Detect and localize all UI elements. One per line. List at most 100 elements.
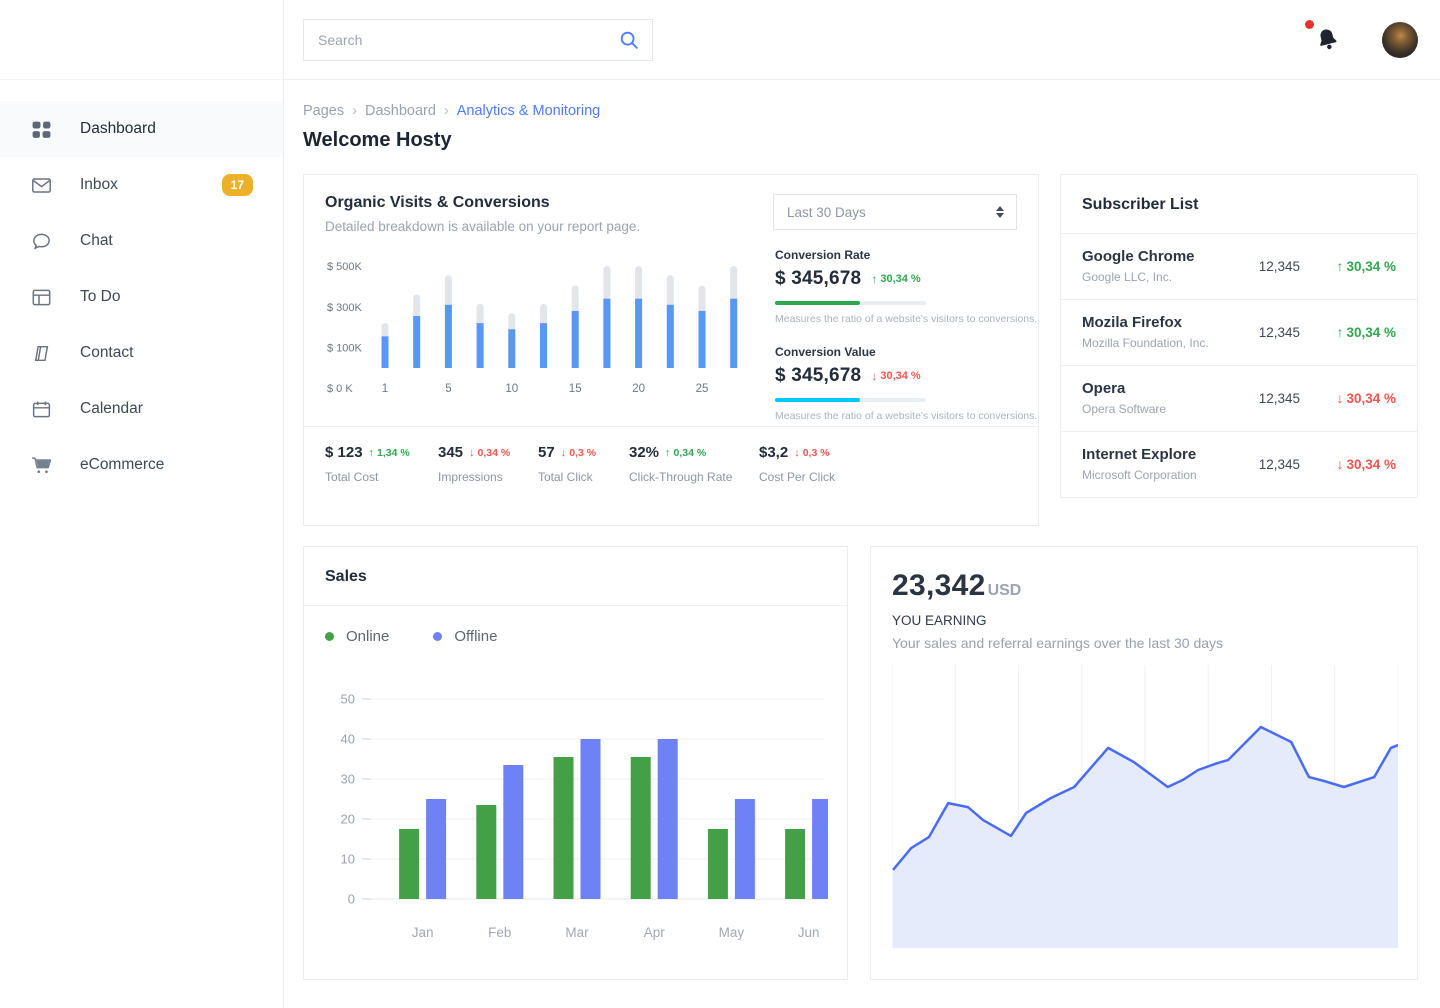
- stat-block: 345 ↓ 0,34 % Impressions: [438, 444, 538, 484]
- sidebar-item-inbox[interactable]: Inbox 17: [0, 157, 283, 213]
- delta-arrow-icon: ↑: [368, 446, 375, 459]
- subscriber-name: Mozila Firefox: [1082, 314, 1183, 331]
- subscriber-delta: ↑ 30,34 %: [1336, 258, 1396, 274]
- subscriber-row[interactable]: Mozila Firefox Mozilla Foundation, Inc. …: [1061, 300, 1417, 366]
- main-area: Pages › Dashboard › Analytics & Monitoring W…: [284, 0, 1440, 1008]
- subscriber-name: Internet Explore: [1082, 446, 1197, 463]
- subscriber-count: 12,345: [1258, 390, 1300, 406]
- delta-arrow-icon: ↓: [871, 369, 878, 383]
- sidebar-nav: Dashboard Inbox 17 Chat To Do Contact Ca…: [0, 80, 283, 493]
- delta-arrow-icon: ↑: [871, 272, 878, 286]
- subscriber-count: 12,345: [1258, 258, 1300, 274]
- subscriber-count: 12,345: [1258, 456, 1300, 472]
- stat-delta: ↑ 1,34 %: [368, 446, 410, 459]
- bell-icon: [1315, 27, 1340, 52]
- period-select[interactable]: Last 30 Days: [773, 194, 1017, 230]
- stat-delta: ↓ 0,3 %: [560, 446, 597, 459]
- subscriber-count: 12,345: [1258, 324, 1300, 340]
- delta-arrow-icon: ↓: [560, 446, 567, 459]
- user-avatar[interactable]: [1382, 21, 1418, 58]
- conversion-block: Conversion Value $ 345,678 ↓ 30,34 % Meas…: [775, 345, 1037, 422]
- stat-label: Cost Per Click: [759, 470, 836, 484]
- svg-text:15: 15: [569, 383, 582, 395]
- legend-item: Online: [325, 628, 389, 645]
- svg-text:0: 0: [348, 892, 355, 907]
- notifications-button[interactable]: [1305, 20, 1340, 52]
- svg-text:Mar: Mar: [565, 925, 589, 940]
- earnings-chart: [892, 665, 1398, 948]
- svg-text:Feb: Feb: [488, 925, 511, 940]
- sidebar-item-label: Contact: [80, 344, 134, 361]
- svg-text:May: May: [719, 925, 745, 940]
- subscriber-list-title: Subscriber List: [1082, 196, 1199, 213]
- earnings-currency: USD: [987, 582, 1022, 599]
- stat-value: 345: [438, 444, 464, 461]
- stat-block: 32% ↑ 0,34 % Click-Through Rate: [629, 444, 759, 484]
- sidebar-item-label: To Do: [80, 288, 121, 305]
- subscriber-company: Google LLC, Inc.: [1082, 270, 1173, 284]
- stat-label: Total Cost: [325, 470, 379, 484]
- subscriber-row[interactable]: Google Chrome Google LLC, Inc. 12,345 ↑ 3…: [1061, 234, 1417, 300]
- page-title: Welcome Hosty: [303, 129, 452, 151]
- search-icon[interactable]: [618, 29, 640, 51]
- mail-icon: [31, 175, 52, 196]
- conversion-progress-bar: [775, 301, 926, 305]
- book-icon: [31, 343, 52, 364]
- conversion-delta: ↑ 30,34 %: [871, 272, 921, 286]
- topbar-right: [1305, 20, 1418, 58]
- sidebar: Dashboard Inbox 17 Chat To Do Contact Ca…: [0, 0, 284, 1008]
- subscriber-company: Opera Software: [1082, 402, 1167, 416]
- sidebar-item-ecommerce[interactable]: eCommerce: [0, 437, 283, 493]
- subscriber-company: Mozilla Foundation, Inc.: [1082, 336, 1209, 350]
- sidebar-item-label: Inbox: [80, 176, 118, 193]
- earnings-amount: 23,342: [892, 569, 986, 602]
- chat-icon: [31, 231, 52, 252]
- breadcrumb-item[interactable]: Analytics & Monitoring: [456, 103, 601, 119]
- subscriber-row[interactable]: Opera Opera Software 12,345 ↓ 30,34 %: [1061, 366, 1417, 432]
- svg-text:10: 10: [341, 852, 355, 867]
- layout-icon: [31, 287, 52, 308]
- sidebar-item-calendar[interactable]: Calendar: [0, 381, 283, 437]
- topbar: [284, 0, 1440, 80]
- organic-card-body: $ 500K $ 300K $ 100K $ 0 K 1 5 10 15 20 25 Conver…: [304, 234, 1038, 426]
- svg-text:$ 100K: $ 100K: [327, 343, 363, 355]
- calendar-icon: [31, 399, 52, 420]
- inbox-badge: 17: [221, 174, 253, 196]
- earnings-card: 23,342 USD YOU EARNING Your sales and re…: [870, 546, 1418, 980]
- period-select-value: Last 30 Days: [787, 204, 866, 220]
- sidebar-item-chat[interactable]: Chat: [0, 213, 283, 269]
- svg-text:$ 300K: $ 300K: [327, 302, 363, 314]
- breadcrumb-item[interactable]: Pages: [303, 103, 345, 119]
- conversion-label: Conversion Rate: [775, 248, 871, 262]
- sidebar-item-todo[interactable]: To Do: [0, 269, 283, 325]
- breadcrumb: Pages › Dashboard › Analytics & Monitoring: [303, 103, 1419, 119]
- breadcrumb-separator: ›: [443, 103, 449, 119]
- stat-label: Click-Through Rate: [629, 470, 733, 484]
- sidebar-item-dashboard[interactable]: Dashboard: [0, 101, 283, 157]
- svg-text:$ 500K: $ 500K: [327, 261, 363, 273]
- sales-card-body: Online Offline 0 10 20 30 40 50 Jan Feb Mar Apr Ma…: [304, 628, 847, 947]
- subscriber-list-card: Subscriber List Google Chrome Google LLC…: [1060, 174, 1418, 498]
- subscriber-row[interactable]: Internet Explore Microsoft Corporation 1…: [1061, 432, 1417, 497]
- stat-value: 57: [538, 444, 555, 461]
- svg-text:$ 0 K: $ 0 K: [327, 383, 353, 395]
- select-arrows-icon: [996, 206, 1004, 218]
- subscriber-delta: ↓ 30,34 %: [1336, 390, 1396, 406]
- legend-dot-icon: [433, 632, 443, 641]
- earnings-amount-line: 23,342 USD: [892, 569, 1396, 603]
- stat-label: Impressions: [438, 470, 503, 484]
- sidebar-item-label: Calendar: [80, 400, 143, 417]
- breadcrumb-item[interactable]: Dashboard: [364, 103, 436, 119]
- sales-chart: 0 10 20 30 40 50 Jan Feb Mar Apr May Jun: [341, 692, 828, 940]
- delta-arrow-icon: ↑: [1336, 258, 1344, 274]
- subscriber-delta: ↓ 30,34 %: [1336, 456, 1396, 472]
- sales-card-title: Sales: [325, 568, 367, 585]
- search-input[interactable]: [316, 30, 618, 49]
- stats-row: $ 123 ↑ 1,34 % Total Cost 345 ↓ 0,34 % Imp…: [304, 426, 1038, 484]
- legend-label: Offline: [454, 628, 498, 645]
- sidebar-item-label: Chat: [80, 232, 113, 249]
- organic-card-title: Organic Visits & Conversions: [325, 194, 550, 211]
- delta-arrow-icon: ↓: [1336, 456, 1344, 472]
- stat-value: $ 123: [325, 444, 363, 461]
- sidebar-item-contact[interactable]: Contact: [0, 325, 283, 381]
